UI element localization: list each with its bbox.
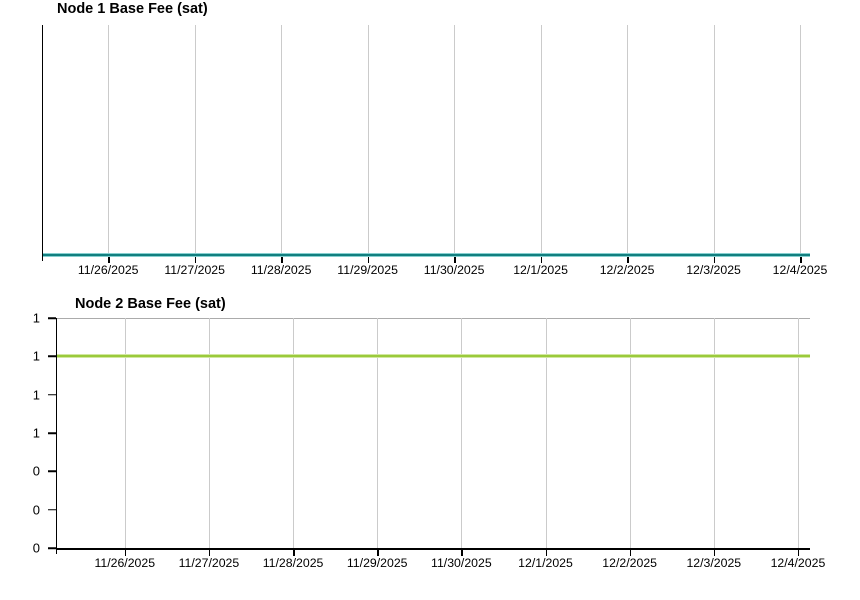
x-axis-label: 11/29/2025 [346, 556, 408, 570]
x-axis-label: 11/28/2025 [262, 556, 324, 570]
vertical-gridline [281, 25, 283, 255]
vertical-gridline [108, 25, 110, 255]
y-axis-tick [48, 547, 56, 549]
series-line-node-1-base-fee [43, 254, 810, 256]
y-axis-tick [48, 355, 56, 358]
x-axis-label: 11/30/2025 [423, 263, 485, 277]
vertical-gridline [454, 25, 456, 255]
y-axis-label: 1 [32, 310, 40, 326]
x-axis-tick [629, 549, 632, 556]
vertical-gridline [713, 25, 715, 255]
x-axis-tick [367, 256, 370, 263]
vertical-gridline [367, 25, 369, 255]
y-axis-tick [48, 470, 56, 473]
x-axis-label: 12/3/2025 [686, 556, 742, 570]
x-axis-tick [293, 549, 295, 556]
x-axis-tick [540, 256, 543, 263]
vertical-gridline [713, 318, 715, 548]
x-axis-label: 12/1/2025 [513, 263, 568, 277]
x-axis-tick [800, 256, 802, 263]
vertical-gridline [124, 318, 126, 548]
y-axis-tick [48, 393, 56, 396]
x-axis-label: 11/26/2025 [77, 263, 139, 277]
x-axis-tick [713, 549, 716, 556]
plot-area: 11/26/2025 11/27/2025 11/28/2025 11/29/2025… [33, 312, 826, 571]
x-axis-tick [108, 256, 110, 263]
x-axis-label: 12/2/2025 [599, 263, 655, 277]
x-axis-label: 11/26/2025 [94, 556, 156, 570]
x-axis-label: 12/4/2025 [770, 556, 826, 570]
plot-area: 11/26/2025 11/27/2025 11/28/2025 11/29/2025… [41, 25, 827, 277]
x-axis-label: 11/30/2025 [431, 556, 492, 570]
x-axis-tick [545, 549, 547, 556]
y-axis-line [41, 25, 43, 261]
x-axis-tick [208, 549, 211, 556]
vertical-gridline [627, 25, 629, 255]
x-axis-tick [461, 549, 463, 556]
y-axis-label: 1 [32, 387, 40, 403]
vertical-gridline [797, 318, 799, 548]
y-axis-tick [48, 432, 56, 434]
x-axis-tick [713, 256, 716, 263]
x-axis-label: 12/4/2025 [772, 263, 828, 277]
x-axis-label: 11/28/2025 [250, 263, 312, 277]
vertical-gridline [800, 25, 802, 255]
vertical-gridline [377, 318, 379, 548]
x-axis-label: 11/27/2025 [178, 556, 240, 570]
y-axis-label: 0 [32, 463, 40, 479]
x-axis-tick [627, 256, 629, 263]
y-axis-label: 1 [32, 348, 40, 364]
x-axis-tick [454, 256, 456, 263]
y-axis-tick [48, 508, 56, 511]
x-axis-tick [194, 256, 197, 263]
x-axis-tick [377, 549, 379, 556]
y-axis-label: 1 [32, 425, 40, 441]
chart-title: Node 1 Base Fee (sat) [57, 1, 208, 17]
vertical-gridline [208, 318, 210, 548]
x-axis-label: 12/3/2025 [686, 263, 741, 277]
chart-title: Node 2 Base Fee (sat) [75, 296, 226, 312]
y-axis-line [55, 318, 57, 554]
y-axis-label: 0 [32, 540, 40, 556]
x-axis-label: 11/27/2025 [164, 263, 225, 277]
vertical-gridline [629, 318, 631, 548]
vertical-gridline [540, 25, 542, 255]
x-axis-tick [124, 549, 127, 556]
x-axis-tick [281, 256, 283, 263]
vertical-gridline [545, 318, 547, 548]
vertical-gridline [293, 318, 295, 548]
plot-top-border [57, 317, 810, 319]
vertical-gridline [194, 25, 196, 255]
series-line-node-2-base-fee [57, 355, 810, 358]
y-axis-label: 0 [32, 502, 40, 518]
x-axis-label: 11/29/2025 [337, 263, 398, 277]
x-axis-tick [797, 549, 800, 556]
vertical-gridline [461, 318, 463, 548]
y-axis-tick [48, 317, 56, 319]
x-axis-label: 12/2/2025 [602, 556, 658, 570]
x-axis-label: 12/1/2025 [518, 556, 573, 570]
x-axis-line [57, 548, 810, 550]
